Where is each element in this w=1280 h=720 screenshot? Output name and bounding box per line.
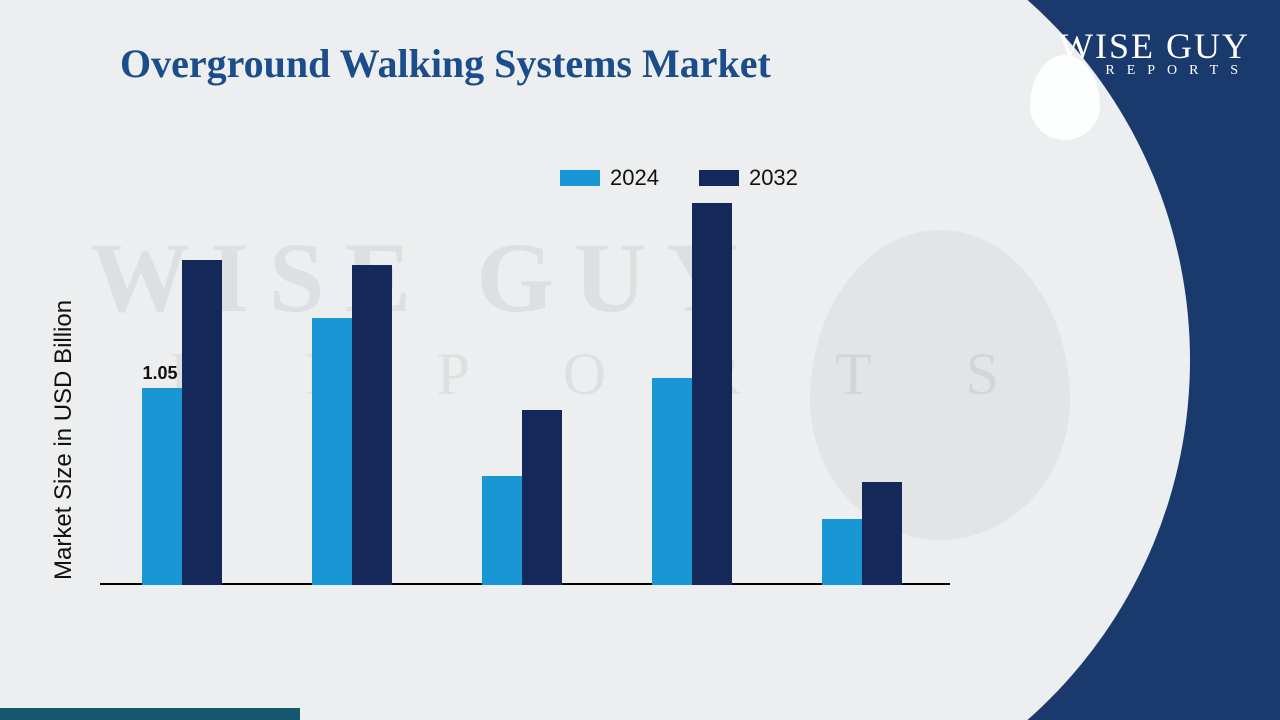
legend-item-2032: 2032 (699, 165, 798, 191)
legend-label-2032: 2032 (749, 165, 798, 191)
plot-area: 1.05NORTHAMERICAEUROPESOUTHAMERICAASIAPA… (100, 190, 950, 585)
legend-swatch-2024 (560, 170, 600, 186)
bar-2024 (652, 378, 692, 585)
bar-2032 (862, 482, 902, 585)
footer-accent (0, 708, 300, 720)
brand-line1: WISE GUY (1059, 25, 1250, 67)
chart-title: Overground Walking Systems Market (120, 40, 771, 87)
bar-2032 (352, 265, 392, 585)
brand-logo: WISE GUY REPORTS (1059, 25, 1250, 79)
legend-label-2024: 2024 (610, 165, 659, 191)
y-axis-label: Market Size in USD Billion (50, 300, 78, 580)
bar-2032 (522, 410, 562, 585)
bar-2032 (182, 260, 222, 585)
legend: 2024 2032 (560, 165, 798, 191)
bar-2024 (482, 476, 522, 585)
bar-2032 (692, 203, 732, 585)
bar-value-label: 1.05 (130, 363, 190, 384)
legend-item-2024: 2024 (560, 165, 659, 191)
legend-swatch-2032 (699, 170, 739, 186)
bar-2024 (142, 388, 182, 586)
chart-stage: WISE GUY R E P O R T S Overground Walkin… (0, 0, 1280, 720)
bar-2024 (312, 318, 352, 585)
bar-2024 (822, 519, 862, 585)
